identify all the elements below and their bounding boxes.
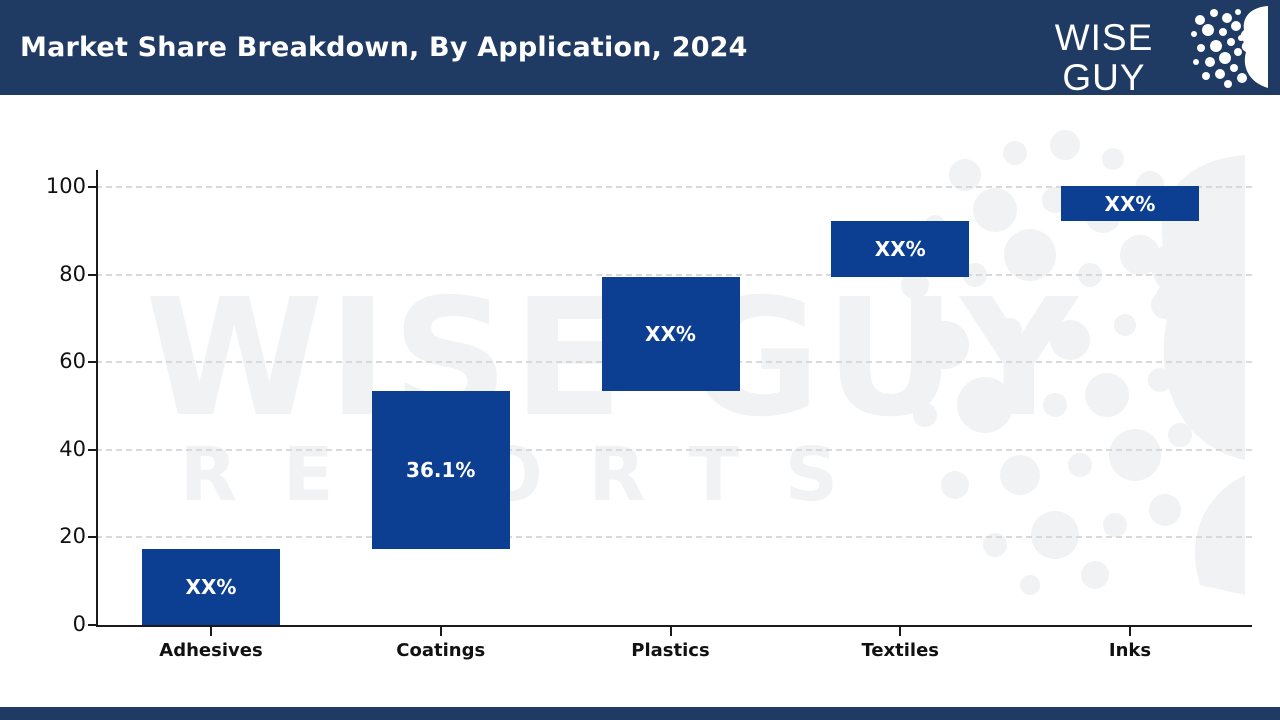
header-bar: Market Share Breakdown, By Application, … (0, 0, 1280, 130)
x-axis-tick (669, 627, 672, 636)
logo-wiseguy-label: WISE GUY (1054, 17, 1154, 98)
y-axis-tick (88, 273, 96, 276)
gridline-100 (96, 186, 1252, 188)
bar-textiles: XX% (831, 221, 970, 277)
y-axis-tick (88, 624, 96, 626)
wiseguy-logo: WISE GUY R E P O R T S (1018, 4, 1268, 130)
y-axis-line (96, 170, 98, 627)
bar-value-label: 36.1% (406, 457, 476, 482)
x-axis-line (96, 625, 1252, 627)
bar-plastics: XX% (601, 276, 740, 391)
x-category-label: Inks (1108, 640, 1152, 661)
x-axis-tick (210, 627, 212, 636)
y-tick-label: 40 (59, 436, 86, 461)
gridline-80 (96, 273, 1252, 276)
y-tick-label: 80 (59, 261, 86, 286)
bar-coatings: 36.1% (371, 390, 510, 549)
x-axis-tick (899, 627, 902, 636)
y-axis-tick (88, 361, 96, 364)
y-axis-tick (88, 186, 96, 188)
y-tick-label: 100 (45, 174, 86, 198)
x-category-label: Textiles (861, 640, 940, 661)
footer-bar (0, 707, 1280, 720)
x-axis-tick (439, 627, 442, 636)
bar-inks: XX% (1061, 186, 1199, 222)
page-title: Market Share Breakdown, By Application, … (20, 32, 748, 63)
bar-value-label: XX% (185, 574, 237, 599)
x-category-label: Adhesives (159, 640, 263, 661)
bar-value-label: XX% (874, 236, 926, 261)
gridline-40 (96, 448, 1252, 451)
y-axis-tick (88, 448, 96, 451)
bar-value-label: XX% (645, 321, 696, 346)
x-category-label: Coatings (396, 640, 486, 661)
y-tick-label: 0 (72, 612, 86, 636)
y-axis-tick (88, 536, 96, 539)
gridline-20 (96, 536, 1252, 539)
bar-value-label: XX% (1104, 191, 1156, 216)
logo-face-dots-icon (1191, 6, 1268, 88)
x-category-label: Plastics (631, 640, 710, 661)
y-tick-label: 60 (59, 349, 86, 374)
x-axis-tick (1129, 627, 1131, 636)
bar-adhesives: XX% (142, 548, 280, 625)
logo-reports-label: R E P O R T S (1036, 100, 1178, 130)
logo-text: WISE GUY R E P O R T S (1018, 17, 1190, 131)
y-tick-label: 20 (59, 524, 86, 549)
